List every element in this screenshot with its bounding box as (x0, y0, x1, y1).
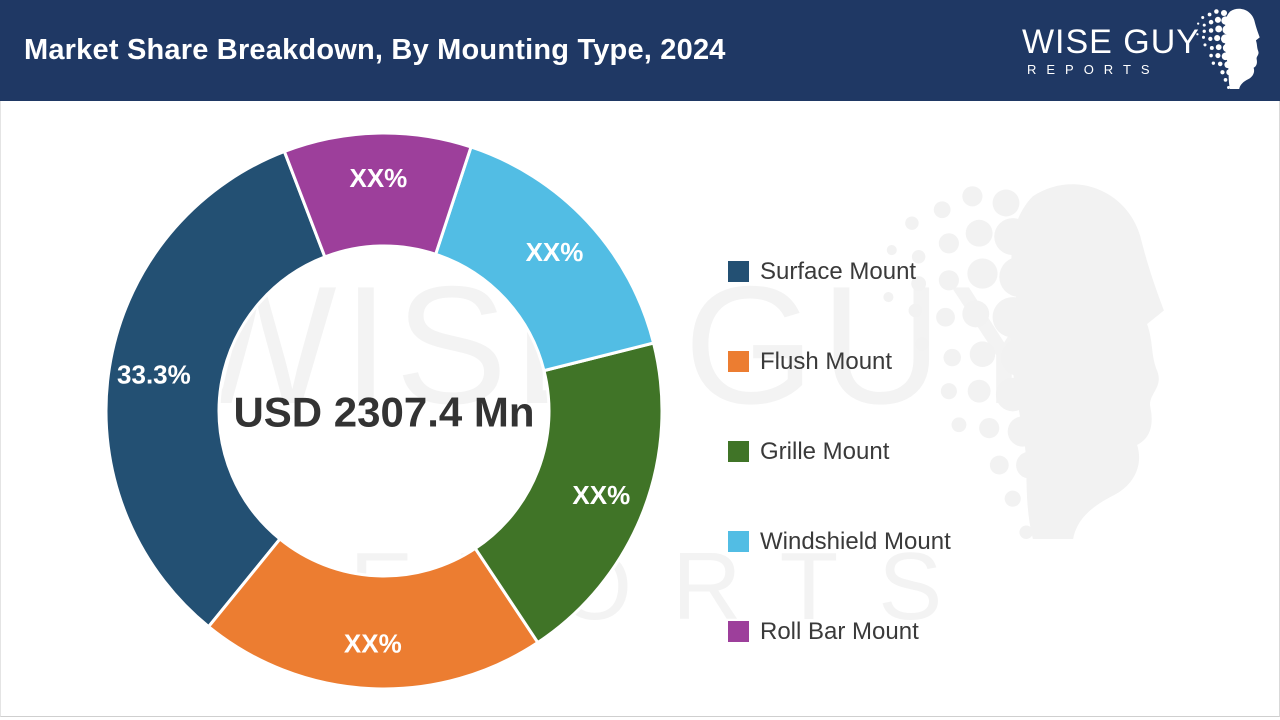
wiseguy-logo: WISE GUY REPORTS (1022, 5, 1262, 97)
donut-center-value: USD 2307.4 Mn (233, 389, 534, 436)
legend-swatch (728, 351, 749, 372)
legend-item-grille-mount: Grille Mount (728, 436, 951, 467)
wiseguy-face-icon (1186, 5, 1262, 97)
legend-swatch (728, 531, 749, 552)
legend-swatch (728, 261, 749, 282)
legend-label: Windshield Mount (760, 527, 951, 555)
header-bar: Market Share Breakdown, By Mounting Type… (0, 0, 1280, 101)
legend: Surface Mount Flush Mount Grille Mount W… (728, 256, 951, 706)
legend-label: Grille Mount (760, 437, 890, 465)
donut-segment-4 (282, 131, 473, 259)
legend-item-windshield-mount: Windshield Mount (728, 526, 951, 557)
slice-label-2: XX% (572, 480, 630, 510)
legend-item-roll-bar-mount: Roll Bar Mount (728, 616, 951, 647)
legend-label: Flush Mount (760, 347, 893, 375)
slice-label-3: XX% (526, 237, 584, 267)
legend-swatch (728, 441, 749, 462)
donut-segment-3 (433, 145, 656, 373)
slice-label-0: 33.3% (117, 359, 191, 389)
legend-swatch (728, 621, 749, 642)
logo-name: WISE GUY (1021, 23, 1200, 61)
legend-item-flush-mount: Flush Mount (728, 346, 951, 377)
wiseguy-logo-text: WISE GUY REPORTS (1022, 25, 1200, 76)
legend-item-surface-mount: Surface Mount (728, 256, 951, 287)
page-title: Market Share Breakdown, By Mounting Type… (24, 34, 726, 66)
slice-label-4: XX% (349, 163, 407, 193)
donut-wedges (104, 131, 664, 691)
donut-segment-0 (104, 149, 327, 629)
logo-subtitle: REPORTS (1026, 62, 1160, 77)
chart-area: WISE GUY REPORTS 33.3% XX% XX% XX% XX% USD 2… (0, 101, 1280, 720)
legend-label: Surface Mount (760, 257, 917, 285)
donut-segment-1 (206, 536, 540, 691)
legend-label: Roll Bar Mount (760, 617, 919, 645)
donut-slice-labels: 33.3% XX% XX% XX% XX% (117, 163, 630, 659)
slice-label-1: XX% (344, 629, 402, 659)
donut-segment-2 (473, 341, 664, 645)
donut-chart: 33.3% XX% XX% XX% XX% USD 2307.4 Mn (104, 131, 664, 691)
